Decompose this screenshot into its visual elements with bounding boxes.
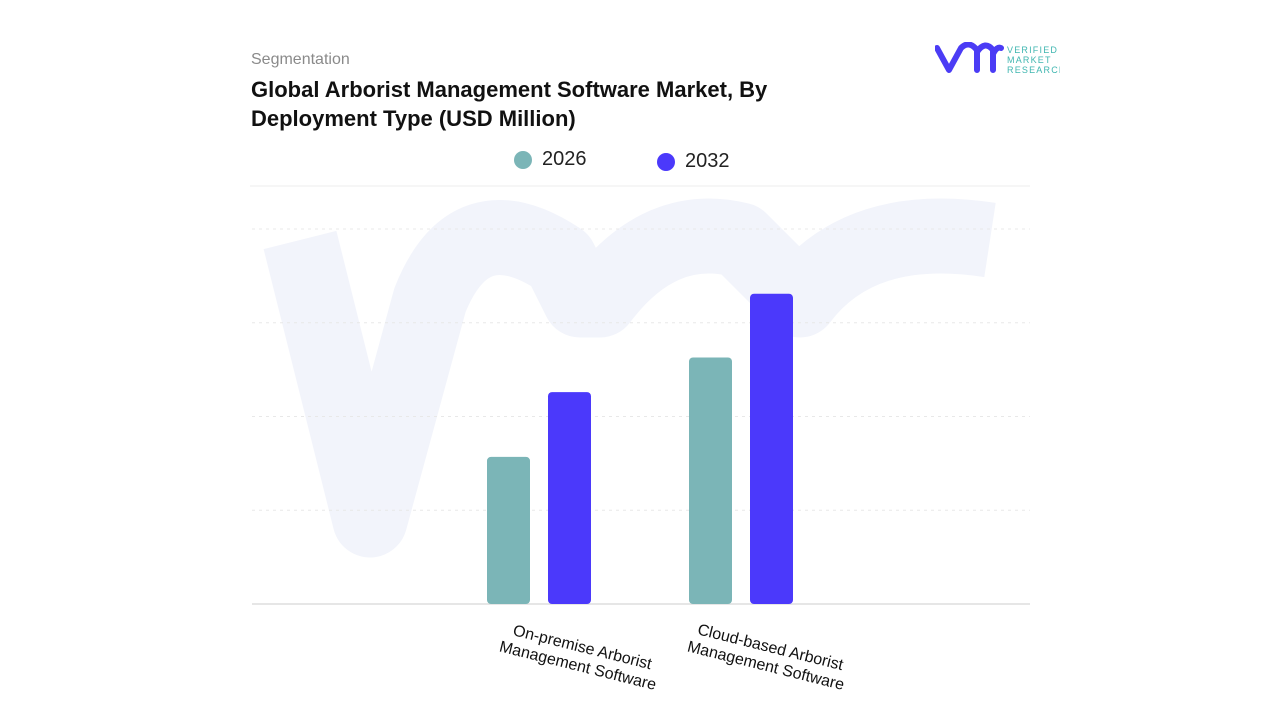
legend: 2026 2032	[0, 148, 1280, 176]
legend-item-2032: 2032	[657, 150, 730, 173]
legend-swatch	[514, 150, 532, 169]
legend-label: 2032	[685, 150, 730, 172]
bar-2026-on-premise	[487, 456, 530, 604]
watermark	[263, 198, 996, 558]
bar-2032-on-premise	[548, 392, 591, 604]
legend-label: 2026	[542, 148, 587, 170]
svg-text:MARKET: MARKET	[1007, 55, 1052, 65]
legend-swatch	[657, 152, 675, 171]
bar-2032-cloud-based	[750, 293, 793, 604]
legend-item-2026: 2026	[514, 148, 587, 171]
bar-2026-cloud-based	[689, 357, 732, 604]
chart-title: Global Arborist Management Software Mark…	[251, 77, 768, 131]
segment-label: Segmentation	[251, 51, 350, 68]
vmr-logo: VERIFIED MARKET RESEARCH	[934, 41, 1065, 81]
svg-text:VERIFIED: VERIFIED	[1007, 45, 1058, 55]
svg-text:RESEARCH: RESEARCH	[1007, 65, 1060, 75]
